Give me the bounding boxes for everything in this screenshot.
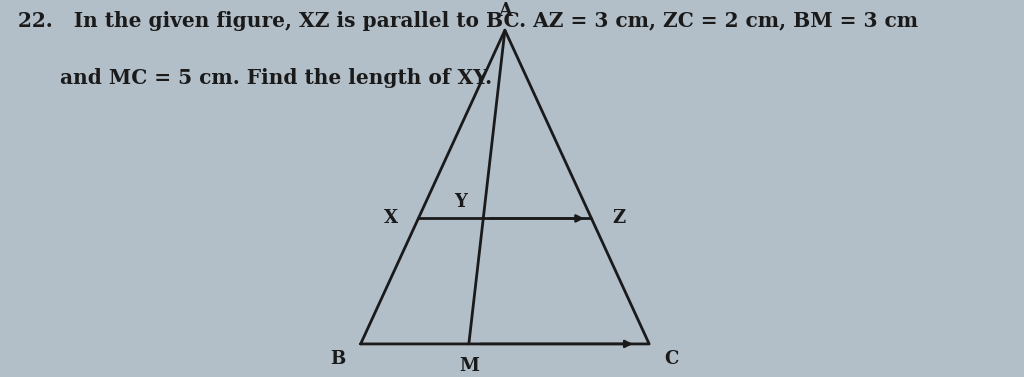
Text: C: C (665, 350, 679, 368)
Text: M: M (459, 357, 479, 375)
Text: A: A (498, 3, 512, 20)
Text: X: X (384, 210, 398, 227)
Text: B: B (331, 350, 346, 368)
Text: Z: Z (612, 210, 625, 227)
Text: and MC = 5 cm. Find the length of XY.: and MC = 5 cm. Find the length of XY. (18, 67, 493, 87)
Text: Y: Y (455, 193, 467, 211)
Text: 22.   In the given figure, XZ is parallel to BC. AZ = 3 cm, ZC = 2 cm, BM = 3 cm: 22. In the given figure, XZ is parallel … (18, 11, 919, 32)
